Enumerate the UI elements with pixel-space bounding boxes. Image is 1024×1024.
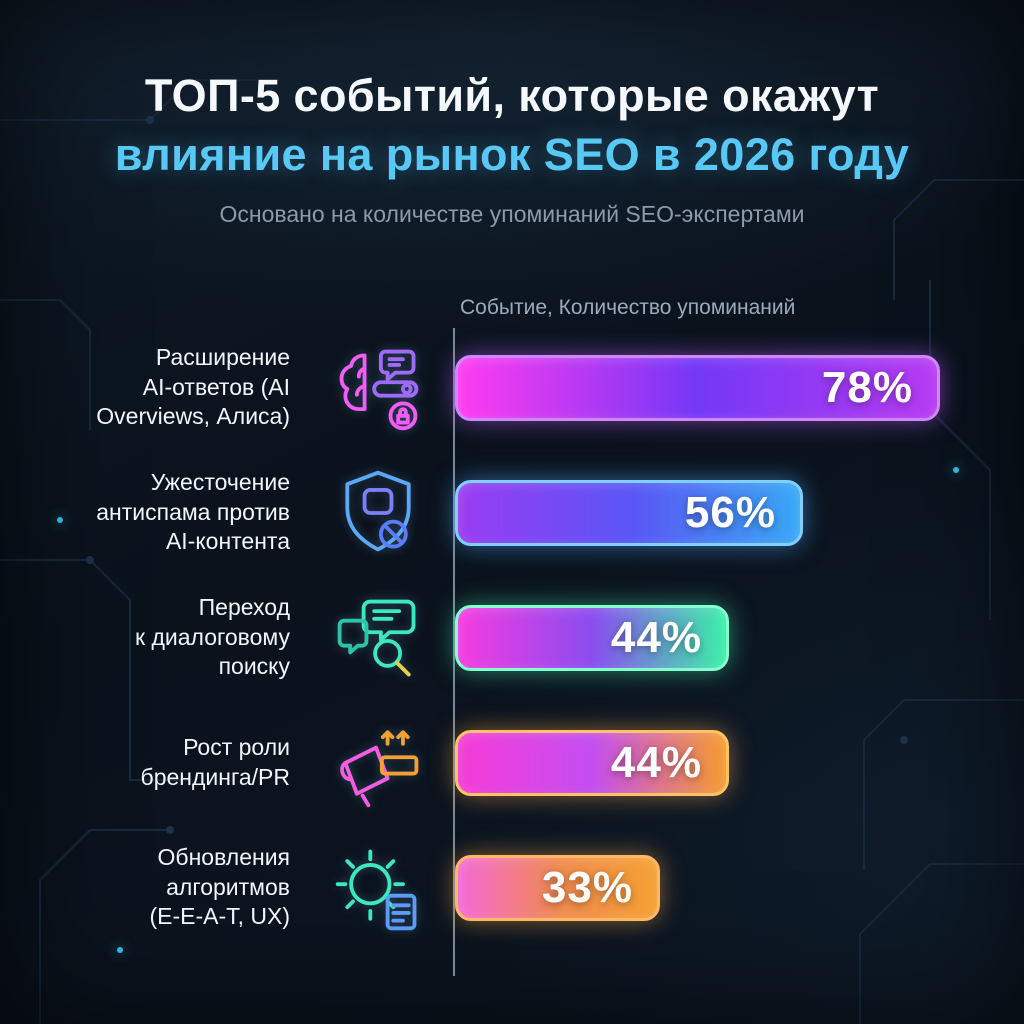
value-label: 44% — [610, 737, 702, 787]
category-label: Расширение AI-ответов (AI Overviews, Али… — [96, 344, 290, 430]
shield-ai-icon: AI — [330, 465, 426, 561]
column-header: Событие, Количество упоминаний — [460, 296, 796, 319]
category-label: Обновления алгоритмов (E-E-A-T, UX) — [149, 844, 290, 930]
svg-text:BRAND: BRAND — [381, 760, 416, 771]
value-label: 44% — [610, 612, 702, 662]
chat-search-icon — [330, 590, 426, 686]
bar-dialog-search: 44% — [455, 604, 729, 671]
chart-row: Расширение AI-ответов (AI Overviews, Али… — [0, 336, 1024, 439]
category-label: Рост роли брендинга/PR — [140, 734, 290, 790]
bar-ai-answers: 78% — [455, 354, 940, 421]
value-label: 33% — [541, 862, 633, 912]
axis-line — [453, 328, 455, 976]
value-label: 56% — [684, 487, 776, 537]
chart-row: Переход к диалоговому поиску 44% — [0, 586, 1024, 689]
svg-text:E-E-A-T: E-E-A-T — [354, 880, 386, 890]
value-label: 78% — [821, 362, 913, 412]
ai-brain-icon — [330, 340, 426, 436]
header: ТОП-5 событий, которые окажут влияние на … — [0, 66, 1024, 228]
chart-row: Обновления алгоритмов (E-E-A-T, UX) E-E-… — [0, 836, 1024, 939]
chart-row: Ужесточение антиспама против AI-контента… — [0, 461, 1024, 564]
chart-row: Рост роли брендинга/PR BRAND 44% — [0, 711, 1024, 814]
megaphone-brand-icon: BRAND — [330, 715, 426, 811]
svg-text:AI: AI — [370, 494, 385, 511]
bar-branding: 44% — [455, 729, 729, 796]
category-label: Ужесточение антиспама против AI-контента — [96, 469, 290, 555]
title-line-2: влияние на рынок SEO в 2026 году — [114, 129, 910, 181]
page-title: ТОП-5 событий, которые окажут влияние на … — [0, 66, 1024, 185]
bar-chart: Расширение AI-ответов (AI Overviews, Али… — [0, 336, 1024, 939]
bar-algorithm-updates: 33% — [455, 854, 660, 921]
subtitle: Основано на количестве упоминаний SEO-эк… — [219, 200, 805, 227]
title-line-1: ТОП-5 событий, которые окажут — [144, 70, 880, 121]
gear-eeat-icon: E-E-A-T — [330, 840, 426, 936]
category-label: Переход к диалоговому поиску — [135, 594, 290, 680]
bar-antispam: 56% — [455, 479, 803, 546]
